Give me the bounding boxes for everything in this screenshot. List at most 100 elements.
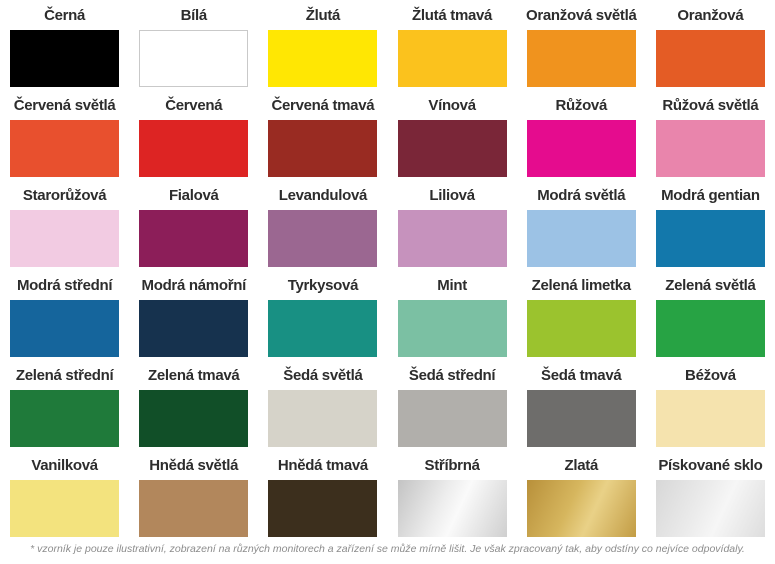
swatch-cell: Pískované sklo — [646, 450, 775, 540]
swatch-label-cervena: Červená — [165, 96, 223, 114]
swatch-cell: Bílá — [129, 0, 258, 90]
swatch-modra-stredni — [10, 300, 120, 357]
swatch-cell: Zelená světlá — [646, 270, 775, 360]
swatch-staroruzova — [10, 210, 120, 267]
swatch-cell: Červená světlá — [0, 90, 129, 180]
swatch-cell: Červená — [129, 90, 258, 180]
swatch-label-cervena-tmava: Červená tmavá — [271, 96, 375, 114]
swatch-cell: Hnědá tmavá — [258, 450, 387, 540]
swatch-label-ruzova: Růžová — [555, 96, 608, 114]
swatch-label-zluta: Žlutá — [305, 6, 341, 24]
swatch-label-levandulova: Levandulová — [278, 186, 368, 204]
swatch-label-zelena-stredni: Zelená střední — [15, 366, 114, 384]
swatch-label-bezova: Béžová — [685, 366, 736, 384]
swatch-ruzova — [526, 120, 636, 177]
swatch-label-staroruzova: Starorůžová — [22, 186, 107, 204]
swatch-ruzova-svetla — [655, 120, 765, 177]
swatch-label-cervena-svetla: Červená světlá — [13, 96, 116, 114]
swatch-label-zelena-tmava: Zelená tmavá — [148, 366, 240, 384]
swatch-cell: Modrá světlá — [517, 180, 646, 270]
footnote: * vzorník je pouze ilustrativní, zobraze… — [30, 543, 745, 555]
swatch-cell: Oranžová — [646, 0, 775, 90]
swatch-cervena-svetla — [10, 120, 120, 177]
swatch-label-bila: Bílá — [180, 6, 208, 24]
swatch-label-modra-gentian: Modrá gentian — [661, 186, 760, 204]
swatch-grid: Černá Bílá Žlutá Žlutá tmavá Oranžová světlá… — [0, 0, 775, 540]
swatch-cell: Zelená tmavá — [129, 360, 258, 450]
swatch-zlata — [526, 480, 636, 537]
swatch-cell: Zelená střední — [0, 360, 129, 450]
swatch-hneda-tmava — [268, 480, 378, 537]
swatch-label-fialova: Fialová — [168, 186, 219, 204]
swatch-label-stribrna: Stříbrná — [424, 456, 480, 474]
swatch-cell: Levandulová — [258, 180, 387, 270]
swatch-label-seda-stredni: Šedá střední — [408, 366, 496, 384]
swatch-zelena-stredni — [10, 390, 120, 447]
swatch-cell: Starorůžová — [0, 180, 129, 270]
swatch-cell: Tyrkysová — [258, 270, 387, 360]
swatch-cell: Zelená limetka — [517, 270, 646, 360]
swatch-cell: Žlutá tmavá — [388, 0, 517, 90]
swatch-cell: Vínová — [388, 90, 517, 180]
swatch-label-modra-namorni: Modrá námořní — [141, 276, 247, 294]
swatch-cerna — [10, 30, 120, 87]
swatch-label-piskovane-sklo: Pískované sklo — [658, 456, 763, 474]
swatch-cell: Stříbrná — [388, 450, 517, 540]
swatch-cell: Modrá gentian — [646, 180, 775, 270]
swatch-levandulova — [268, 210, 378, 267]
swatch-label-vinova: Vínová — [428, 96, 476, 114]
swatch-cell: Hnědá světlá — [129, 450, 258, 540]
swatch-label-modra-svetla: Modrá světlá — [537, 186, 626, 204]
swatch-cell: Černá — [0, 0, 129, 90]
swatch-fialova — [139, 210, 249, 267]
swatch-cell: Šedá tmavá — [517, 360, 646, 450]
swatch-modra-svetla — [526, 210, 636, 267]
swatch-label-oranzova-svetla: Oranžová světlá — [525, 6, 637, 24]
swatch-label-liliova: Liliová — [429, 186, 475, 204]
swatch-seda-tmava — [526, 390, 636, 447]
swatch-modra-gentian — [655, 210, 765, 267]
swatch-label-oranzova: Oranžová — [677, 6, 744, 24]
swatch-stribrna — [397, 480, 507, 537]
swatch-label-hneda-svetla: Hnědá světlá — [149, 456, 239, 474]
swatch-vinova — [397, 120, 507, 177]
swatch-cell: Červená tmavá — [258, 90, 387, 180]
swatch-label-zelena-limetka: Zelená limetka — [531, 276, 631, 294]
swatch-label-tyrkysova: Tyrkysová — [287, 276, 359, 294]
swatch-label-mint: Mint — [437, 276, 467, 294]
swatch-cell: Růžová — [517, 90, 646, 180]
swatch-cell: Zlatá — [517, 450, 646, 540]
swatch-mint — [397, 300, 507, 357]
swatch-cell: Modrá střední — [0, 270, 129, 360]
swatch-bila — [139, 30, 249, 87]
swatch-oranzova — [655, 30, 765, 87]
swatch-cell: Oranžová světlá — [517, 0, 646, 90]
swatch-modra-namorni — [139, 300, 249, 357]
swatch-cell: Růžová světlá — [646, 90, 775, 180]
swatch-cell: Fialová — [129, 180, 258, 270]
swatch-zelena-tmava — [139, 390, 249, 447]
swatch-cell: Žlutá — [258, 0, 387, 90]
swatch-liliova — [397, 210, 507, 267]
swatch-vanilkova — [10, 480, 120, 537]
swatch-cell: Modrá námořní — [129, 270, 258, 360]
swatch-cell: Liliová — [388, 180, 517, 270]
swatch-bezova — [655, 390, 765, 447]
swatch-cervena-tmava — [268, 120, 378, 177]
swatch-cell: Mint — [388, 270, 517, 360]
swatch-cervena — [139, 120, 249, 177]
swatch-label-zluta-tmava: Žlutá tmavá — [412, 6, 493, 24]
swatch-zluta-tmava — [397, 30, 507, 87]
swatch-label-cerna: Černá — [44, 6, 86, 24]
swatch-label-modra-stredni: Modrá střední — [16, 276, 113, 294]
swatch-zelena-svetla — [655, 300, 765, 357]
swatch-zluta — [268, 30, 378, 87]
swatch-label-vanilkova: Vanilková — [31, 456, 98, 474]
swatch-label-zelena-svetla: Zelená světlá — [665, 276, 756, 294]
swatch-seda-svetla — [268, 390, 378, 447]
swatch-cell: Šedá střední — [388, 360, 517, 450]
swatch-oranzova-svetla — [526, 30, 636, 87]
swatch-zelena-limetka — [526, 300, 636, 357]
swatch-label-seda-svetla: Šedá světlá — [283, 366, 363, 384]
swatch-cell: Šedá světlá — [258, 360, 387, 450]
